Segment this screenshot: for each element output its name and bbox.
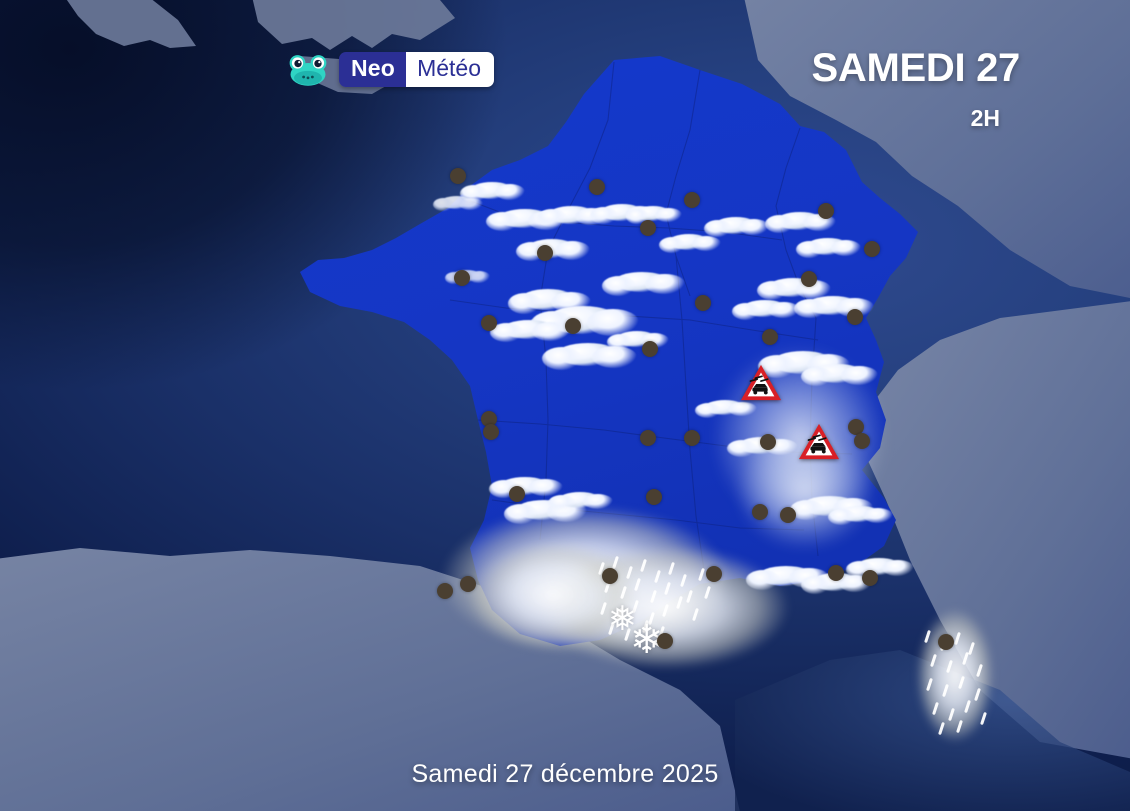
snow-icon: ❅ <box>608 600 637 638</box>
cloud-icon <box>731 300 800 321</box>
city-dot <box>450 168 466 184</box>
city-dot <box>565 318 581 334</box>
city-dot <box>657 633 673 649</box>
city-dot <box>938 634 954 650</box>
cloud-icon <box>489 477 563 499</box>
city-dot <box>646 489 662 505</box>
page-title: SAMEDI 27 <box>811 46 1021 90</box>
city-dot <box>589 179 605 195</box>
overcast-zone-aquitaine <box>468 540 638 650</box>
city-dot <box>862 570 878 586</box>
city-dot <box>706 566 722 582</box>
city-dot <box>864 241 880 257</box>
cloud-icon <box>828 506 894 525</box>
city-dot sm <box>483 424 499 440</box>
city-dot <box>818 203 834 219</box>
rain-icon <box>922 629 992 736</box>
landmass-ireland <box>66 0 196 48</box>
city-dot <box>509 486 525 502</box>
brand-name-meteo: Météo <box>406 52 494 87</box>
city-dot <box>760 434 776 450</box>
city-dot <box>801 271 817 287</box>
cloud-icon <box>537 206 609 228</box>
cloud-icon <box>625 206 682 224</box>
city-dot <box>481 411 497 427</box>
cloud-icon <box>507 289 591 314</box>
cloud-icon <box>800 364 878 387</box>
cloud-icon <box>601 272 685 296</box>
landmass-great-britain <box>252 0 455 50</box>
cloud-icon <box>789 496 873 520</box>
city-dot <box>454 270 470 286</box>
city-dot <box>602 568 618 584</box>
rain-icon <box>598 555 718 642</box>
city-dot <box>640 220 656 236</box>
city-dot <box>752 504 768 520</box>
city-dot <box>828 565 844 581</box>
cloud-icon <box>432 196 483 212</box>
city-dot <box>640 430 656 446</box>
brand-logo[interactable]: Neo Météo <box>287 52 494 87</box>
cloud-icon <box>796 238 862 259</box>
landmass-alps-italy <box>864 301 1130 759</box>
slippery-road-warning-icon[interactable] <box>796 421 842 463</box>
city-dot <box>437 583 453 599</box>
landmass-iberia <box>0 548 740 811</box>
city-dot <box>684 192 700 208</box>
slippery-road-warning-icon[interactable] <box>738 362 784 404</box>
cloud-icon <box>658 234 721 253</box>
cloud-icon <box>745 566 829 590</box>
cloud-icon <box>460 182 526 203</box>
city-dot <box>848 419 864 435</box>
cloud-icon <box>486 209 567 232</box>
cloud-icon <box>765 212 837 234</box>
cloud-icon <box>704 217 770 238</box>
cloud-icon <box>541 343 637 371</box>
frog-icon <box>289 54 327 86</box>
brand-name-neo: Neo <box>339 52 407 87</box>
overcast-zone-pyrenees <box>440 505 730 655</box>
city-dot <box>481 315 497 331</box>
cloud-icon <box>548 492 614 511</box>
overcast-zone-languedoc <box>540 545 790 670</box>
city-dot <box>695 295 711 311</box>
city-dot <box>762 329 778 345</box>
overcast-zone-corsica <box>916 608 994 743</box>
city-dot <box>684 430 700 446</box>
city-dot <box>847 309 863 325</box>
city-dot <box>537 245 553 261</box>
city-dot <box>642 341 658 357</box>
brand-pill[interactable]: Neo Météo <box>339 52 494 87</box>
forecast-hour: 2H <box>970 105 1000 131</box>
landmass-benelux-germany <box>744 0 1130 298</box>
cloud-icon <box>529 306 640 340</box>
city-dot <box>780 507 796 523</box>
cloud-icon <box>490 320 571 343</box>
city-dot <box>854 433 870 449</box>
cloud-icon <box>590 204 656 225</box>
city-dot <box>460 576 476 592</box>
cloud-icon <box>503 500 587 524</box>
footer-date: Samedi 27 décembre 2025 <box>411 760 719 788</box>
